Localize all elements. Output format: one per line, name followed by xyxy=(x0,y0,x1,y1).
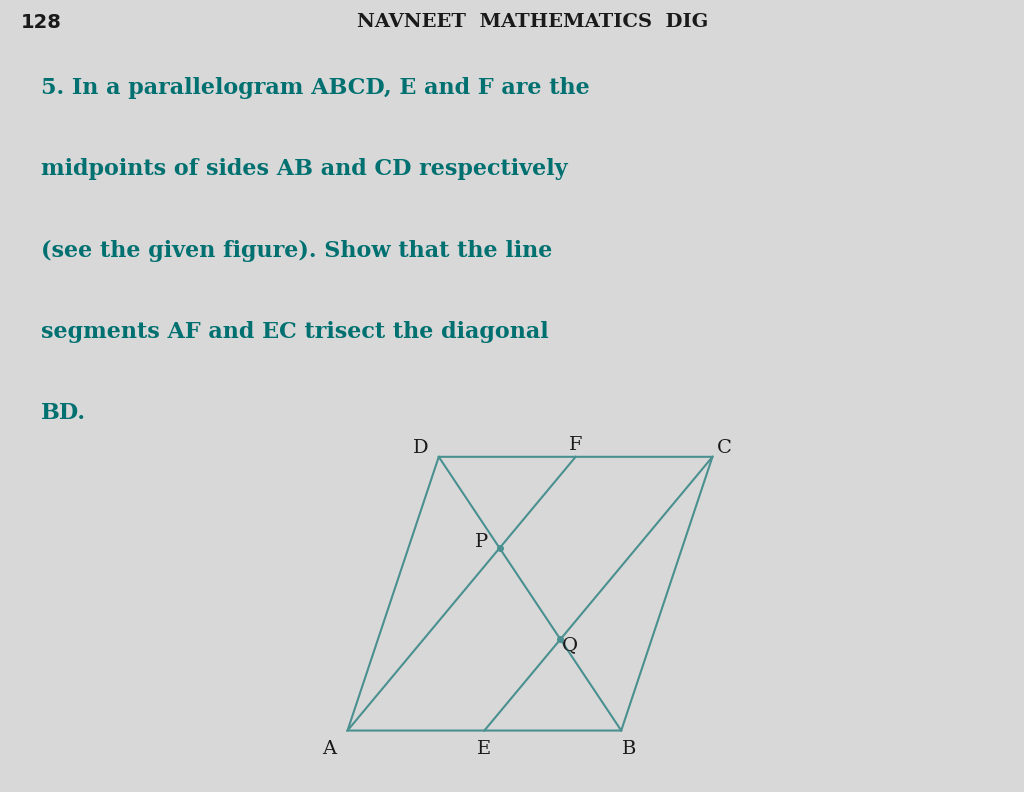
Text: A: A xyxy=(323,740,336,758)
Text: midpoints of sides AB and CD respectively: midpoints of sides AB and CD respectivel… xyxy=(41,158,567,181)
Text: B: B xyxy=(622,740,636,758)
Text: segments AF and EC trisect the diagonal: segments AF and EC trisect the diagonal xyxy=(41,321,549,343)
Text: NAVNEET  MATHEMATICS  DIG: NAVNEET MATHEMATICS DIG xyxy=(356,13,709,31)
Text: C: C xyxy=(717,439,732,457)
Text: BD.: BD. xyxy=(41,402,86,424)
Text: D: D xyxy=(413,439,428,457)
Text: F: F xyxy=(569,436,583,454)
Text: (see the given figure). Show that the line: (see the given figure). Show that the li… xyxy=(41,239,552,261)
Text: P: P xyxy=(475,533,488,551)
Text: 5. In a parallelogram ABCD, E and F are the: 5. In a parallelogram ABCD, E and F are … xyxy=(41,77,590,99)
Text: E: E xyxy=(477,740,492,758)
Text: Q: Q xyxy=(561,637,578,654)
Text: 128: 128 xyxy=(20,13,61,32)
